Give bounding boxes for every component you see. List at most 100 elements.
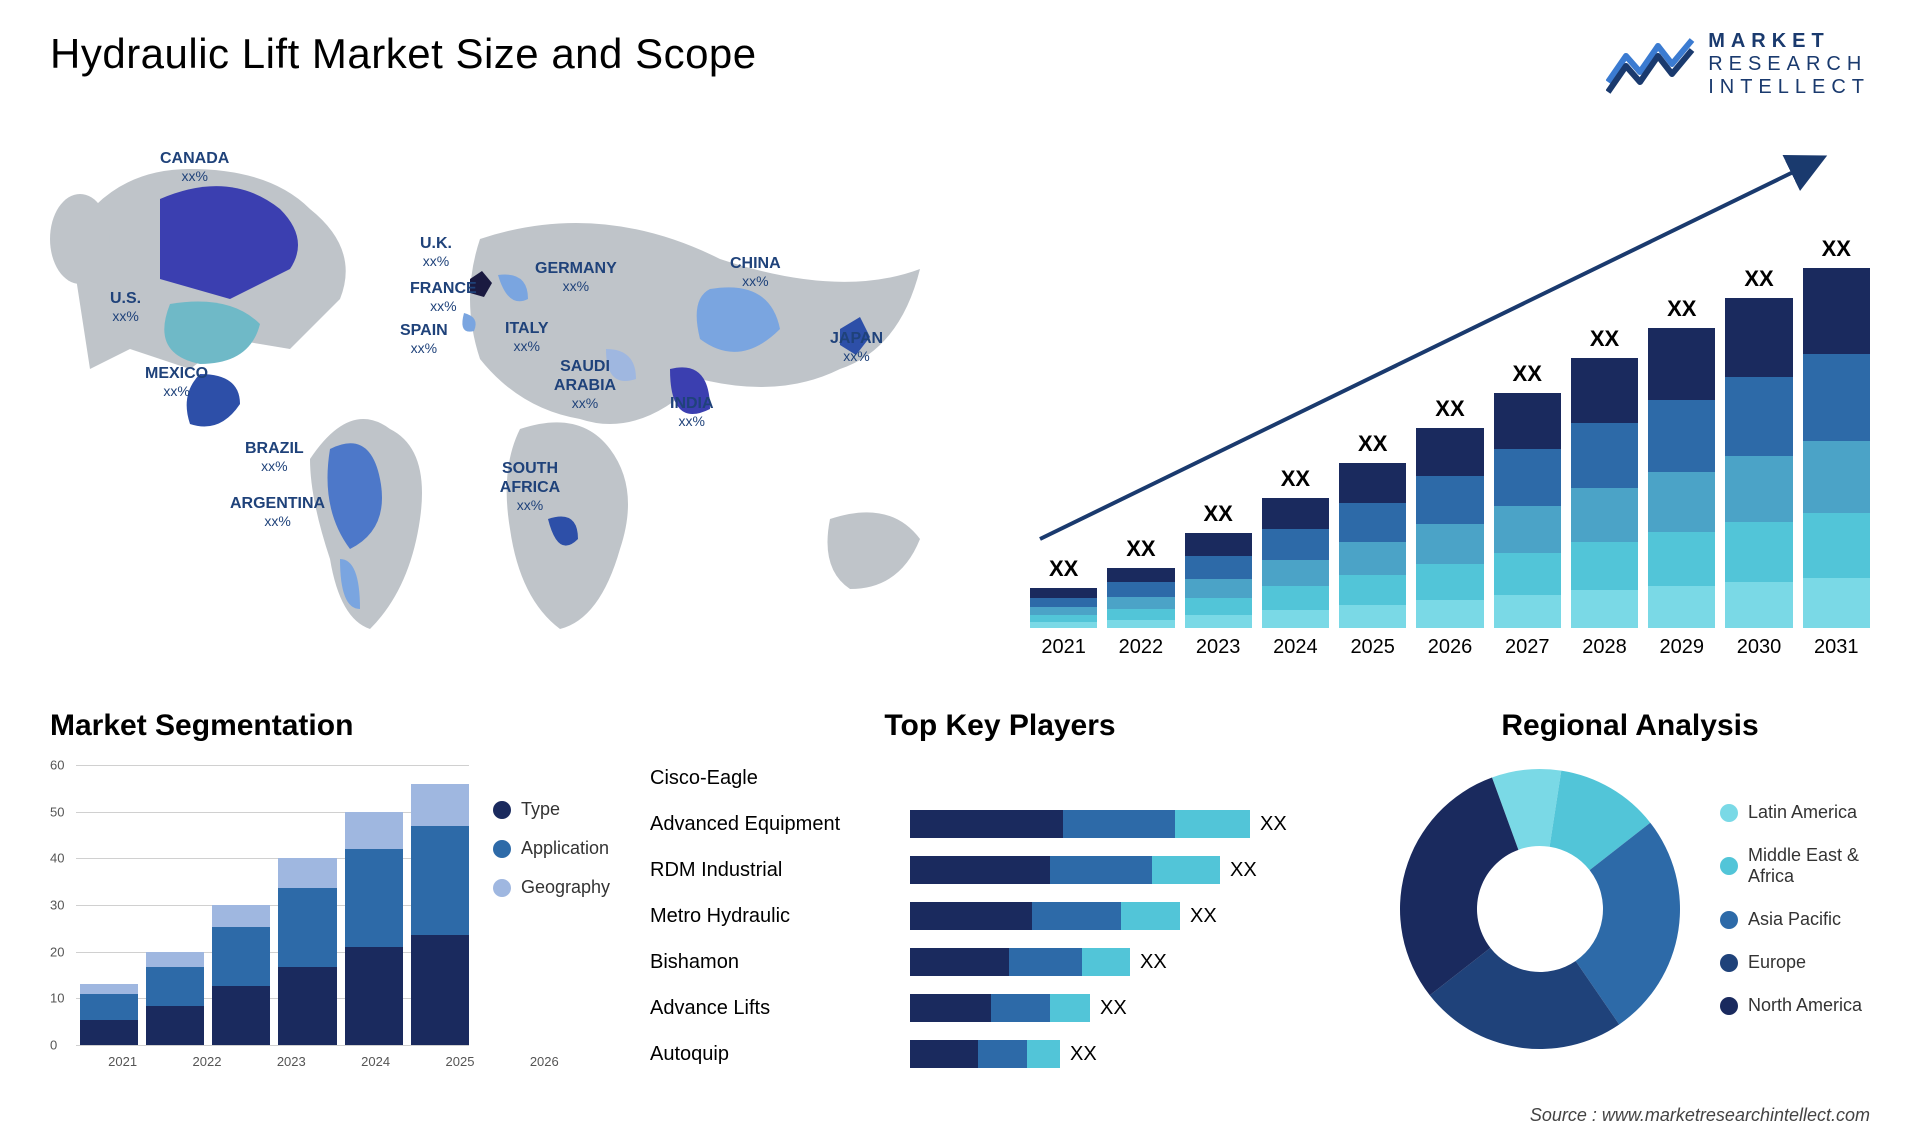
segmentation-legend: Type Application Geography — [493, 759, 610, 1069]
growth-bar: XX2030 — [1725, 266, 1792, 659]
players-panel: Top Key Players Cisco-Eagle Advanced Equi… — [650, 709, 1350, 1073]
player-value: XX — [1260, 813, 1287, 836]
growth-bar: XX2031 — [1803, 236, 1870, 659]
segmentation-year-label: 2021 — [108, 1054, 137, 1069]
map-label: U.K.xx% — [420, 234, 452, 270]
player-value: XX — [1230, 859, 1257, 882]
map-label: INDIAxx% — [670, 394, 714, 430]
donut-icon — [1390, 759, 1690, 1059]
legend-item: Geography — [493, 877, 610, 898]
growth-bar-year: 2024 — [1273, 636, 1318, 659]
legend-label: Asia Pacific — [1748, 909, 1841, 930]
y-tick-label: 40 — [50, 851, 64, 866]
segmentation-year-label: 2022 — [193, 1054, 222, 1069]
growth-bar-year: 2026 — [1428, 636, 1473, 659]
growth-bar-value: XX — [1435, 396, 1464, 422]
legend-item: North America — [1720, 995, 1870, 1016]
segmentation-bar — [345, 812, 403, 1045]
logo-line-2: RESEARCH — [1708, 53, 1870, 76]
map-label: MEXICOxx% — [145, 364, 208, 400]
legend-label: Geography — [521, 877, 610, 898]
y-tick-label: 60 — [50, 758, 64, 773]
growth-bar-year: 2027 — [1505, 636, 1550, 659]
player-row: Advanced EquipmentXX — [650, 805, 1350, 843]
legend-item: Type — [493, 799, 610, 820]
player-value: XX — [1190, 905, 1217, 928]
player-value: XX — [1100, 997, 1127, 1020]
map-label: SAUDI ARABIAxx% — [550, 357, 620, 412]
player-value: XX — [1140, 951, 1167, 974]
growth-bar-year: 2028 — [1582, 636, 1627, 659]
player-name: Metro Hydraulic — [650, 905, 910, 928]
segmentation-title: Market Segmentation — [50, 709, 610, 743]
growth-chart: XX2021XX2022XX2023XX2024XX2025XX2026XX20… — [1030, 139, 1870, 659]
growth-bar-value: XX — [1203, 501, 1232, 527]
map-label: JAPANxx% — [830, 329, 883, 365]
player-name: Advance Lifts — [650, 997, 910, 1020]
segmentation-year-label: 2026 — [530, 1054, 559, 1069]
logo-line-1: MARKET — [1708, 30, 1870, 53]
growth-bar-year: 2029 — [1660, 636, 1705, 659]
player-row: Bishamon XX — [650, 943, 1350, 981]
legend-label: Application — [521, 838, 609, 859]
growth-bar: XX 2024 — [1262, 466, 1329, 659]
y-tick-label: 30 — [50, 898, 64, 913]
regional-legend: Latin America Middle East & Africa Asia Pa… — [1720, 802, 1870, 1016]
legend-label: Middle East & Africa — [1748, 845, 1870, 887]
top-row: CANADAxx%U.S.xx%MEXICOxx%BRAZILxx%ARGENT… — [50, 139, 1870, 659]
logo-text: MARKET RESEARCH INTELLECT — [1708, 30, 1870, 99]
segmentation-bar — [278, 858, 336, 1045]
y-tick-label: 20 — [50, 944, 64, 959]
growth-bar-value: XX — [1358, 431, 1387, 457]
logo-line-3: INTELLECT — [1708, 76, 1870, 99]
player-row: Advance Lifts XX — [650, 989, 1350, 1027]
growth-bar: XX 2029 — [1648, 296, 1715, 659]
map-label: CHINAxx% — [730, 254, 781, 290]
y-tick-label: 10 — [50, 991, 64, 1006]
player-name: Cisco-Eagle — [650, 767, 910, 790]
regional-title: Regional Analysis — [1390, 709, 1870, 743]
header: Hydraulic Lift Market Size and Scope MAR… — [50, 30, 1870, 99]
segmentation-panel: Market Segmentation 01020304050602021202… — [50, 709, 610, 1073]
growth-bar-year: 2030 — [1737, 636, 1782, 659]
growth-bar-value: XX — [1667, 296, 1696, 322]
legend-item: Europe — [1720, 952, 1870, 973]
growth-bar-value: XX — [1281, 466, 1310, 492]
growth-bar: XX 2025 — [1339, 431, 1406, 659]
world-map-panel: CANADAxx%U.S.xx%MEXICOxx%BRAZILxx%ARGENT… — [50, 139, 970, 659]
page-title: Hydraulic Lift Market Size and Scope — [50, 30, 757, 78]
player-name: Autoquip — [650, 1043, 910, 1066]
map-label: U.S.xx% — [110, 289, 141, 325]
players-chart: Cisco-Eagle Advanced EquipmentXX RDM Indus… — [650, 759, 1350, 1073]
bottom-row: Market Segmentation 01020304050602021202… — [50, 709, 1870, 1073]
map-label: GERMANYxx% — [535, 259, 617, 295]
growth-bar: XX2023 — [1185, 501, 1252, 659]
growth-bar: XX 2028 — [1571, 326, 1638, 659]
growth-bar-value: XX — [1590, 326, 1619, 352]
player-value: XX — [1070, 1043, 1097, 1066]
source-line: Source : www.marketresearchintellect.com — [1530, 1105, 1870, 1126]
growth-bar: XX2027 — [1494, 361, 1561, 659]
segmentation-year-label: 2023 — [277, 1054, 306, 1069]
segmentation-bar — [146, 952, 204, 1045]
segmentation-bar — [411, 784, 469, 1045]
regional-panel: Regional Analysis Latin America Middle Ea… — [1390, 709, 1870, 1073]
player-row: RDM Industrial XX — [650, 851, 1350, 889]
legend-item: Latin America — [1720, 802, 1870, 823]
map-label: CANADAxx% — [160, 149, 229, 185]
legend-label: Europe — [1748, 952, 1806, 973]
segmentation-bar — [212, 905, 270, 1045]
growth-bar-year: 2022 — [1119, 636, 1164, 659]
y-tick-label: 50 — [50, 804, 64, 819]
brand-logo: MARKET RESEARCH INTELLECT — [1606, 30, 1870, 99]
player-name: Bishamon — [650, 951, 910, 974]
growth-bar: XX2022 — [1107, 536, 1174, 659]
player-name: RDM Industrial — [650, 859, 910, 882]
legend-label: Type — [521, 799, 560, 820]
growth-bar-year: 2021 — [1041, 636, 1086, 659]
players-title: Top Key Players — [650, 709, 1350, 743]
segmentation-year-label: 2024 — [361, 1054, 390, 1069]
growth-bar-value: XX — [1822, 236, 1851, 262]
growth-bar-year: 2025 — [1350, 636, 1395, 659]
segmentation-chart: 0102030405060202120222023202420252026 — [50, 759, 469, 1069]
